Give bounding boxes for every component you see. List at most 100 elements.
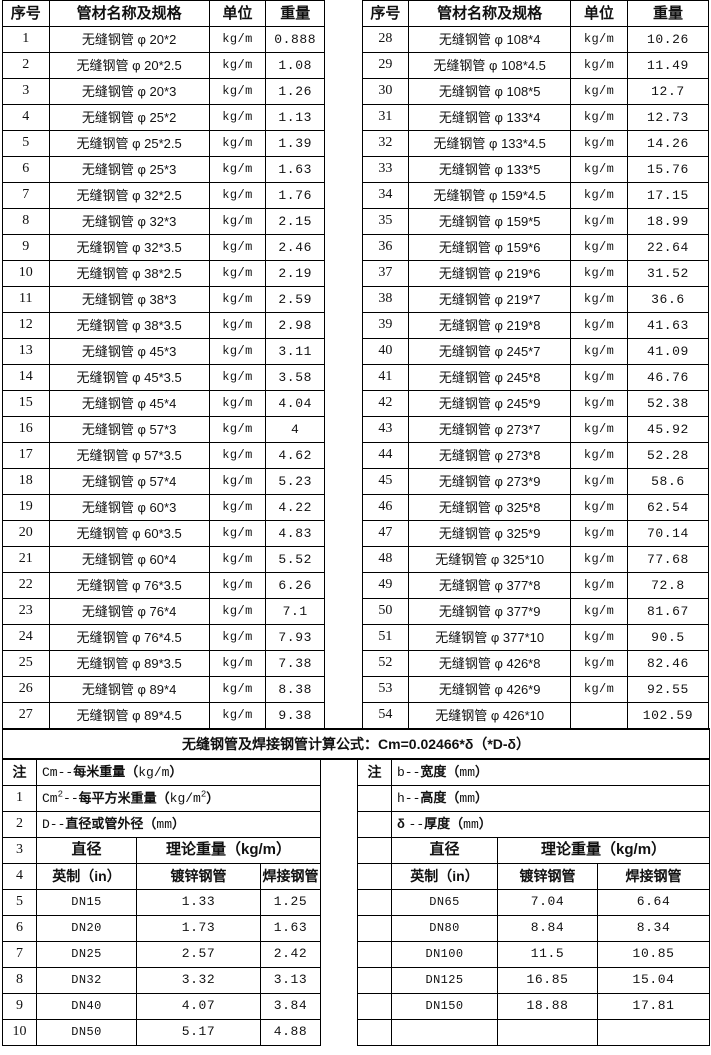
main-pipe-table: 序号 管材名称及规格 单位 重量 序号 管材名称及规格 单位 重量 1 无缝钢管 φ 20*2 kg… — [2, 0, 710, 729]
cell-unit: kg/m — [570, 520, 628, 547]
cell-weight: 2.98 — [265, 312, 326, 339]
cell-pipe-name: 无缝钢管 φ 108*5 — [408, 78, 572, 105]
column-spacer — [324, 676, 363, 703]
cell-pipe-name: 无缝钢管 φ 133*5 — [408, 156, 572, 183]
table-row: 10 无缝钢管 φ 38*2.5 kg/m 2.19 37 无缝钢管 φ 219*6 kg/… — [2, 260, 710, 287]
cell-weight: 6.26 — [265, 572, 326, 599]
column-spacer — [324, 130, 363, 157]
cell-index: 30 — [361, 78, 410, 105]
cell-pipe-name: 无缝钢管 φ 89*4.5 — [48, 702, 210, 729]
dn-header-welded-left: 焊接钢管 — [260, 862, 321, 890]
column-spacer — [324, 494, 363, 521]
cell-index: 48 — [361, 546, 410, 573]
column-spacer — [324, 416, 363, 443]
dn-cell-welded: 3.13 — [260, 966, 321, 994]
cell-pipe-name: 无缝钢管 φ 245*7 — [408, 338, 572, 365]
cell-unit: kg/m — [570, 650, 628, 677]
cell-weight: 18.99 — [626, 208, 710, 235]
col-header-name: 管材名称及规格 — [408, 0, 572, 27]
cell-pipe-name: 无缝钢管 φ 45*3 — [48, 338, 210, 365]
cell-pipe-name: 无缝钢管 φ 45*3.5 — [48, 364, 210, 391]
cell-index: 8 — [2, 208, 50, 235]
note-index-right: 注 — [357, 758, 392, 786]
cell-index: 53 — [361, 676, 410, 703]
note-index-right-blank — [357, 810, 392, 838]
column-spacer — [320, 967, 358, 993]
column-spacer — [324, 546, 363, 573]
cell-index: 5 — [2, 130, 50, 157]
cell-pipe-name: 无缝钢管 φ 20*3 — [48, 78, 210, 105]
cell-unit: kg/m — [208, 52, 267, 79]
main-table-header-row: 序号 管材名称及规格 单位 重量 序号 管材名称及规格 单位 重量 — [2, 0, 710, 27]
cell-index: 51 — [361, 624, 410, 651]
cell-pipe-name: 无缝钢管 φ 377*8 — [408, 572, 572, 599]
column-spacer — [320, 915, 358, 941]
cell-index: 25 — [2, 650, 50, 677]
cell-unit: kg/m — [570, 130, 628, 157]
cell-unit: kg/m — [570, 78, 628, 105]
cell-weight: 41.63 — [626, 312, 710, 339]
dn-header-row-1: 3 直径 理论重量（kg/m） 直径 理论重量（kg/m） — [2, 836, 711, 864]
table-row: 3 无缝钢管 φ 20*3 kg/m 1.26 30 无缝钢管 φ 108*5 kg/m 12… — [2, 78, 710, 105]
column-spacer — [324, 0, 363, 27]
note-text-left-0: Cm--每米重量（kg/m） — [36, 758, 321, 786]
cell-index: 20 — [2, 520, 50, 547]
cell-pipe-name: 无缝钢管 φ 325*9 — [408, 520, 572, 547]
cell-unit: kg/m — [570, 416, 628, 443]
cell-unit: kg/m — [208, 234, 267, 261]
table-row: 4 无缝钢管 φ 25*2 kg/m 1.13 31 无缝钢管 φ 133*4 kg/m 12… — [2, 104, 710, 131]
col-header-index: 序号 — [2, 0, 50, 27]
dn-cell-welded: 15.04 — [596, 966, 711, 994]
cell-pipe-name: 无缝钢管 φ 273*9 — [408, 468, 572, 495]
cell-index: 45 — [361, 468, 410, 495]
cell-pipe-name: 无缝钢管 φ 57*3.5 — [48, 442, 210, 469]
table-row: 6 无缝钢管 φ 25*3 kg/m 1.63 33 无缝钢管 φ 133*5 kg/m 15… — [2, 156, 710, 183]
cell-unit: kg/m — [208, 26, 267, 53]
cell-index: 1 — [2, 26, 50, 53]
cell-weight: 4.04 — [265, 390, 326, 417]
note-index-2: 2 — [2, 810, 37, 838]
dn-cell-welded — [596, 1018, 711, 1046]
cell-pipe-name: 无缝钢管 φ 60*3 — [48, 494, 210, 521]
cell-weight: 1.39 — [265, 130, 326, 157]
dn-row-index: 9 — [2, 992, 37, 1020]
cell-weight: 0.888 — [265, 26, 326, 53]
cell-unit: kg/m — [208, 676, 267, 703]
cell-weight: 12.7 — [626, 78, 710, 105]
column-spacer — [324, 572, 363, 599]
dn-cell-nominal: DN150 — [391, 992, 498, 1020]
cell-pipe-name: 无缝钢管 φ 133*4 — [408, 104, 572, 131]
table-row: 19 无缝钢管 φ 60*3 kg/m 4.22 46 无缝钢管 φ 325*8 kg/m 6… — [2, 494, 710, 521]
cell-pipe-name: 无缝钢管 φ 159*6 — [408, 234, 572, 261]
cell-pipe-name: 无缝钢管 φ 325*8 — [408, 494, 572, 521]
dn-blank-cell — [357, 888, 392, 916]
cell-weight: 7.93 — [265, 624, 326, 651]
cell-pipe-name: 无缝钢管 φ 219*6 — [408, 260, 572, 287]
note-index-0: 注 — [2, 758, 37, 786]
cell-index: 6 — [2, 156, 50, 183]
dn-cell-galvanized: 4.07 — [136, 992, 261, 1020]
cell-unit: kg/m — [208, 182, 267, 209]
cell-unit: kg/m — [570, 572, 628, 599]
dn-table-row: 8 DN32 3.32 3.13 DN125 16.85 15.04 — [2, 966, 711, 994]
cell-unit: kg/m — [208, 520, 267, 547]
dn-row-index-4: 4 — [2, 862, 37, 890]
cell-index: 46 — [361, 494, 410, 521]
column-spacer — [320, 811, 358, 837]
dn-cell-galvanized: 7.04 — [497, 888, 598, 916]
cell-weight: 4.62 — [265, 442, 326, 469]
dn-cell-welded: 2.42 — [260, 940, 321, 968]
formula-row: 无缝钢管及焊接钢管计算公式：Cm=0.02466*δ（*D-δ） — [1, 728, 711, 760]
dn-blank-cell — [357, 862, 392, 890]
column-spacer — [324, 442, 363, 469]
dn-cell-galvanized — [497, 1018, 598, 1046]
cell-unit: kg/m — [208, 312, 267, 339]
cell-index: 40 — [361, 338, 410, 365]
column-spacer — [324, 208, 363, 235]
dn-row-index: 7 — [2, 940, 37, 968]
table-row: 7 无缝钢管 φ 32*2.5 kg/m 1.76 34 无缝钢管 φ 159*4.5 kg… — [2, 182, 710, 209]
dn-header-imperial-right: 英制（in） — [391, 862, 498, 890]
cell-pipe-name: 无缝钢管 φ 38*3 — [48, 286, 210, 313]
cell-unit: kg/m — [208, 260, 267, 287]
